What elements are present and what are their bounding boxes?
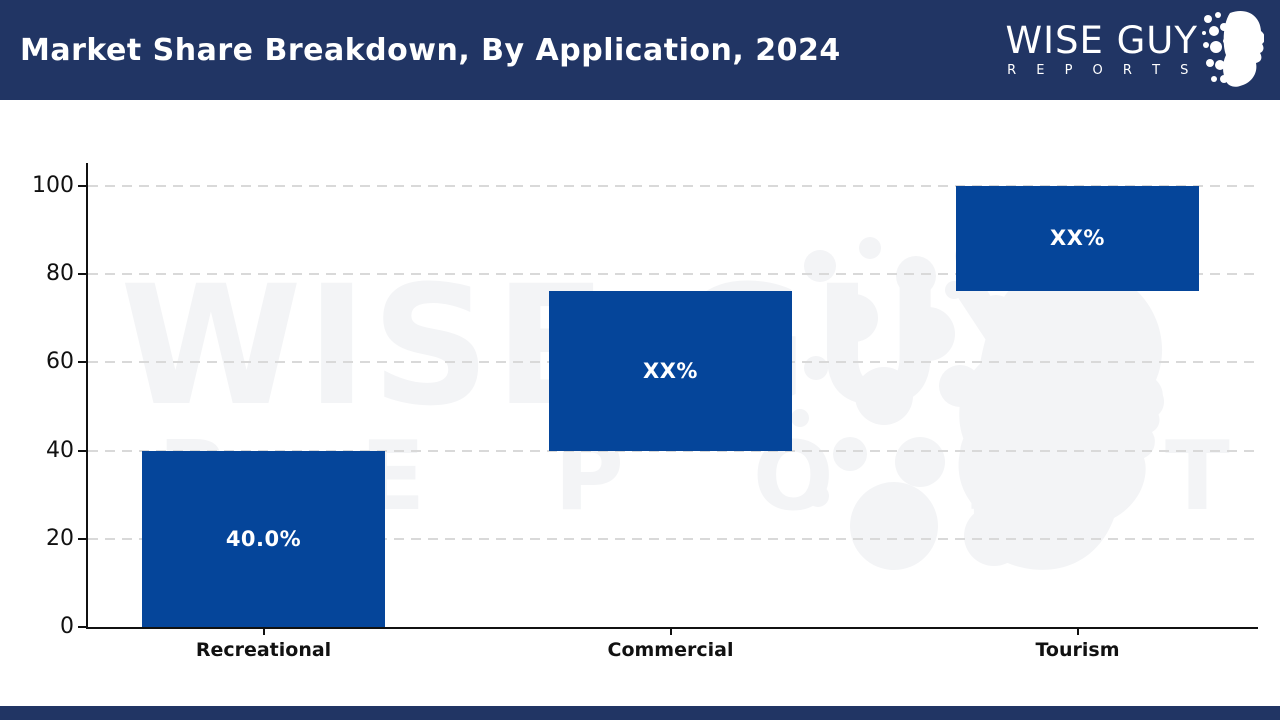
x-axis-spine (86, 627, 1258, 629)
logo-reports-text: R E P O R T S (1007, 62, 1197, 78)
y-axis-spine (86, 163, 88, 629)
y-tick-label-60: 60 (46, 349, 74, 375)
gridline-40 (88, 449, 1258, 452)
y-tick-label-80: 80 (46, 261, 74, 287)
x-tick-recreational (262, 629, 265, 635)
y-tick-label-20: 20 (46, 525, 74, 551)
x-category-label-commercial: Commercial (607, 639, 734, 661)
y-tick-20 (78, 537, 86, 540)
gridline-20 (88, 537, 1258, 540)
gridline-80 (88, 273, 1258, 276)
page-title: Market Share Breakdown, By Application, … (20, 33, 841, 68)
y-tick-40 (78, 449, 86, 452)
bar-recreational: 40.0% (142, 450, 385, 627)
y-tick-label-0: 0 (60, 614, 74, 639)
y-tick-0 (78, 626, 86, 628)
gridline-100 (88, 185, 1258, 187)
logo-wordmark: WISE GUY (1005, 19, 1198, 63)
header-banner: Market Share Breakdown, By Application, … (0, 0, 1280, 100)
y-tick-label-40: 40 (46, 437, 74, 463)
y-tick-80 (78, 273, 86, 276)
x-category-label-recreational: Recreational (195, 639, 332, 661)
bar-tourism: XX% (956, 186, 1199, 291)
y-tick-label-100: 100 (32, 173, 74, 198)
wise-guy-reports-logo: WISE GUY R E P O R T S (1006, 6, 1264, 94)
x-tick-commercial (669, 629, 672, 635)
footer-bar (0, 706, 1280, 720)
x-category-label-tourism: Tourism (1035, 639, 1120, 661)
x-tick-tourism (1076, 629, 1079, 635)
y-tick-100 (78, 185, 86, 187)
bar-value-label: XX% (643, 358, 698, 383)
bar-value-label: XX% (1050, 226, 1105, 251)
bar-commercial: XX% (549, 290, 792, 451)
logo-head-icon (1202, 11, 1264, 87)
bar-value-label: 40.0% (225, 526, 302, 551)
y-tick-60 (78, 361, 86, 364)
